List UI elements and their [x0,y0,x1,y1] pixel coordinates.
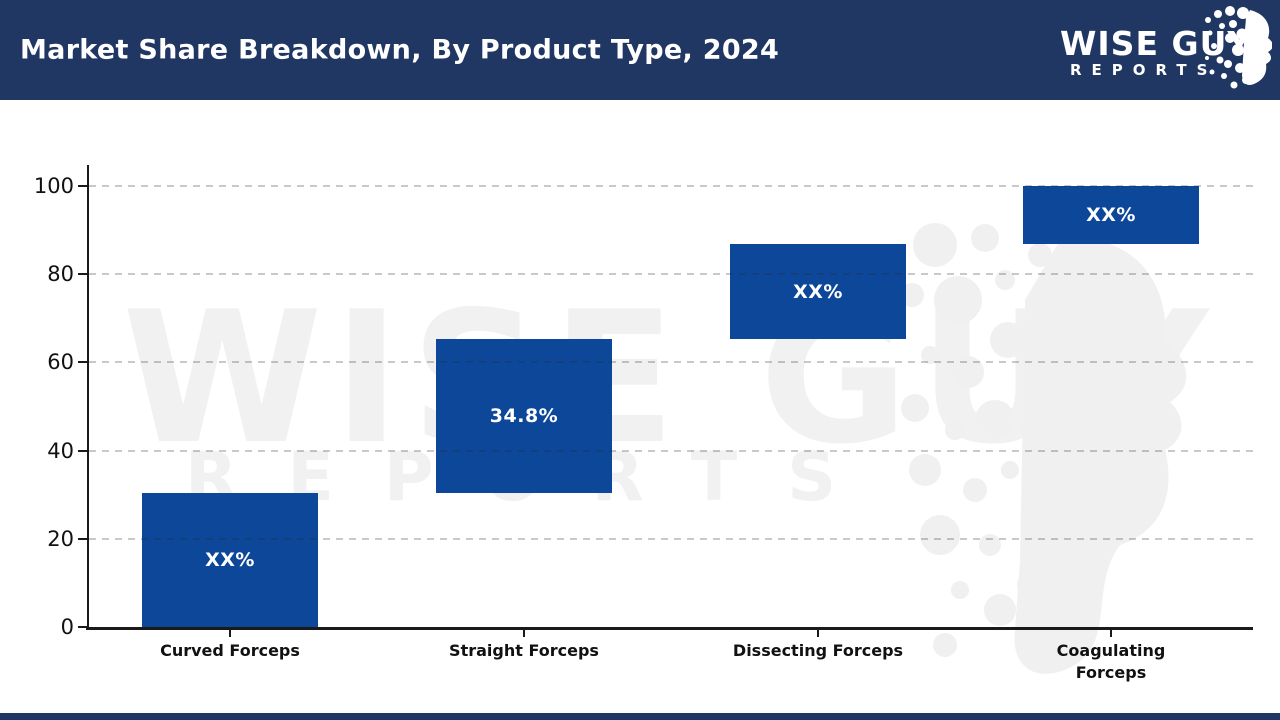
bar-segment: XX% [142,492,318,627]
bar-segment: XX% [730,244,906,340]
bar-value-label: XX% [205,548,255,571]
bar-segment: XX% [1023,186,1199,245]
footer-band [0,713,1280,720]
category-label: Straight Forceps [449,641,599,660]
y-axis-tick-mark [78,449,87,452]
bar-value-label: 34.8% [489,405,559,428]
y-axis-tick-mark [78,185,87,187]
x-axis-tick-mark [523,629,525,637]
y-axis-tick-mark [78,626,87,628]
y-axis-tick-label: 0 [60,615,74,639]
watermark-text-line1: WISE GUY [122,272,1219,484]
x-axis-spine [86,627,1253,630]
y-axis-tick-mark [78,537,87,540]
brand-logo: WISE GUY REPORTS [1022,0,1272,100]
y-axis-tick-label: 20 [47,526,74,551]
gridline-80 [89,273,1253,276]
bar-segment: 34.8% [436,339,612,493]
gridline-60 [89,361,1253,364]
gridline-40 [89,449,1253,452]
x-axis-tick-mark [229,629,231,637]
bar-value-label: XX% [1086,204,1136,227]
logo-wordmark: WISE GUY [1060,24,1253,63]
y-axis-tick-label: 100 [33,174,74,198]
category-label: Coagulating Forceps [1056,641,1166,682]
header-band: Market Share Breakdown, By Product Type,… [0,0,1280,100]
chart-title: Market Share Breakdown, By Product Type,… [20,34,780,66]
gridline-100 [89,185,1253,187]
y-axis-spine [87,165,89,629]
category-label: Curved Forceps [160,641,300,660]
logo-subtext: REPORTS [1070,61,1218,79]
gridline-20 [89,537,1253,540]
y-axis-tick-mark [78,273,87,276]
x-axis-tick-mark [817,629,819,637]
x-axis-tick-mark [1110,629,1112,637]
category-label: Dissecting Forceps [732,641,904,660]
logo-dotted-face-icon [1205,6,1272,89]
y-axis-tick-label: 80 [47,262,74,287]
y-axis-tick-label: 40 [47,438,74,463]
bar-value-label: XX% [793,280,843,303]
y-axis-tick-mark [78,361,87,364]
y-axis-tick-label: 60 [47,350,74,375]
